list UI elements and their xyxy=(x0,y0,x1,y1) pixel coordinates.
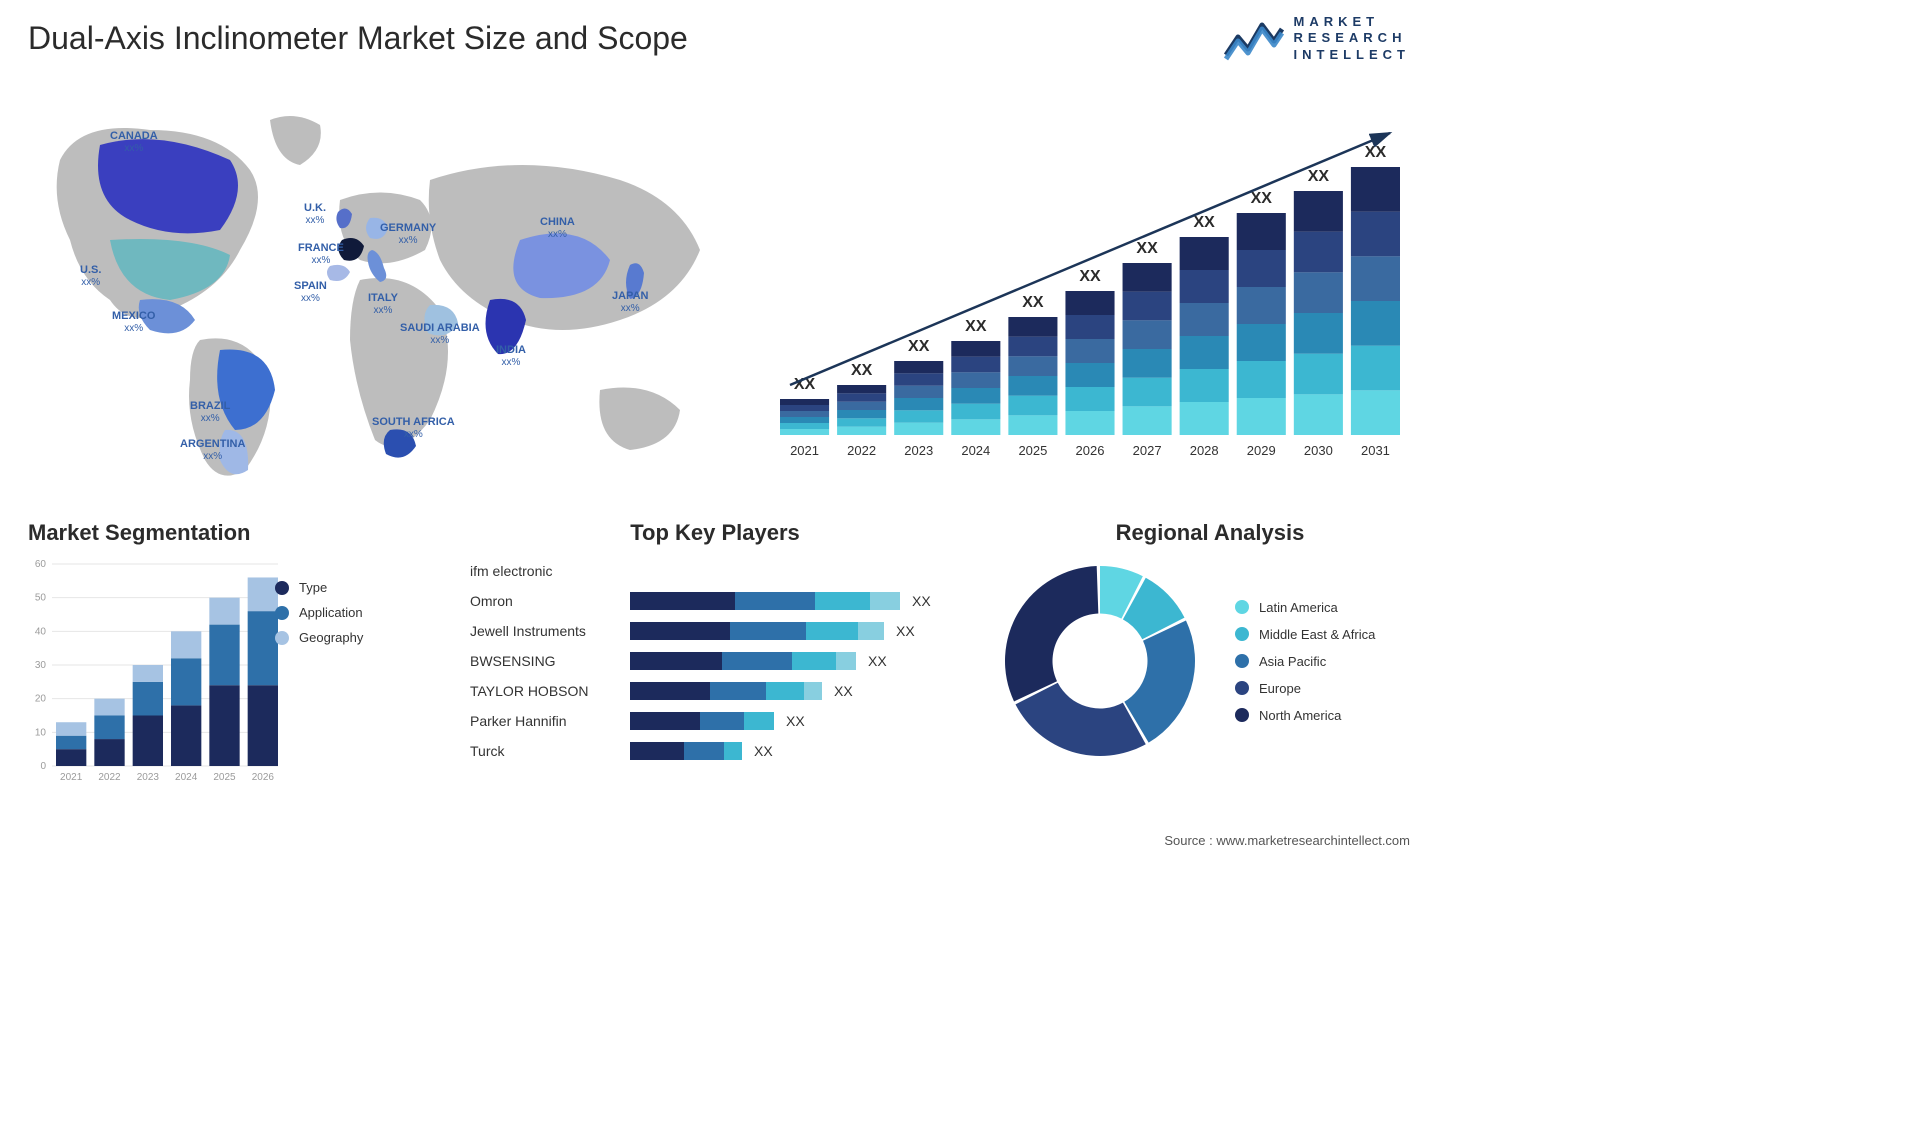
logo-mark-icon xyxy=(1224,15,1284,61)
svg-text:2024: 2024 xyxy=(961,443,990,458)
logo-text-1: MARKET xyxy=(1294,14,1411,30)
svg-text:XX: XX xyxy=(1308,168,1330,185)
svg-text:2025: 2025 xyxy=(213,772,236,783)
legend-item: Geography xyxy=(275,630,363,645)
svg-text:XX: XX xyxy=(1194,214,1216,231)
player-row: Turck XX xyxy=(470,736,960,766)
page-title: Dual-Axis Inclinometer Market Size and S… xyxy=(28,20,688,57)
svg-text:XX: XX xyxy=(965,318,987,335)
svg-text:2031: 2031 xyxy=(1361,443,1390,458)
brand-logo: MARKET RESEARCH INTELLECT xyxy=(1224,14,1411,63)
svg-text:50: 50 xyxy=(35,593,47,604)
player-name: BWSENSING xyxy=(470,653,630,669)
player-name: Jewell Instruments xyxy=(470,623,630,639)
svg-text:XX: XX xyxy=(1251,190,1273,207)
world-map-svg xyxy=(20,90,740,490)
svg-text:2022: 2022 xyxy=(847,443,876,458)
legend-item: Europe xyxy=(1235,681,1375,696)
svg-text:2029: 2029 xyxy=(1247,443,1276,458)
player-name: TAYLOR HOBSON xyxy=(470,683,630,699)
player-value: XX xyxy=(754,743,773,759)
svg-text:2022: 2022 xyxy=(98,772,121,783)
player-bar xyxy=(630,622,884,640)
player-bar xyxy=(630,592,900,610)
svg-text:2023: 2023 xyxy=(137,772,160,783)
player-value: XX xyxy=(868,653,887,669)
logo-text-2: RESEARCH xyxy=(1294,30,1411,46)
segmentation-section: Market Segmentation 0 10 20 30 40 50 60 2021 202… xyxy=(28,520,428,786)
svg-text:2028: 2028 xyxy=(1190,443,1219,458)
player-row: ifm electronic xyxy=(470,556,960,586)
market-size-chart: XX 2021 XX 2022 XX 2023 XX 2024 XX 2025 XX 2026 XX 20… xyxy=(780,105,1400,465)
svg-text:60: 60 xyxy=(35,559,47,570)
svg-text:0: 0 xyxy=(40,761,46,772)
player-row: Jewell Instruments XX xyxy=(470,616,960,646)
player-value: XX xyxy=(834,683,853,699)
source-credit: Source : www.marketresearchintellect.com xyxy=(1164,833,1410,848)
legend-item: Latin America xyxy=(1235,600,1375,615)
player-row: Parker Hannifin XX xyxy=(470,706,960,736)
svg-text:2025: 2025 xyxy=(1018,443,1047,458)
svg-text:20: 20 xyxy=(35,694,47,705)
player-bar xyxy=(630,712,774,730)
svg-text:2021: 2021 xyxy=(790,443,819,458)
svg-text:XX: XX xyxy=(1022,294,1044,311)
svg-text:2024: 2024 xyxy=(175,772,198,783)
regional-title: Regional Analysis xyxy=(995,520,1425,546)
svg-text:XX: XX xyxy=(1079,268,1101,285)
svg-text:2023: 2023 xyxy=(904,443,933,458)
player-bar xyxy=(630,742,742,760)
player-value: XX xyxy=(896,623,915,639)
player-name: ifm electronic xyxy=(470,563,630,579)
player-name: Parker Hannifin xyxy=(470,713,630,729)
world-map: CANADAxx%U.S.xx%MEXICOxx%BRAZILxx%ARGENT… xyxy=(20,90,740,490)
player-row: BWSENSING XX xyxy=(470,646,960,676)
legend-item: Asia Pacific xyxy=(1235,654,1375,669)
player-name: Turck xyxy=(470,743,630,759)
player-value: XX xyxy=(786,713,805,729)
regional-analysis-section: Regional Analysis Latin America Middle Ea… xyxy=(995,520,1425,766)
regional-legend: Latin America Middle East & Africa Asia Pa… xyxy=(1235,588,1375,735)
legend-item: North America xyxy=(1235,708,1375,723)
svg-text:2027: 2027 xyxy=(1133,443,1162,458)
svg-text:XX: XX xyxy=(908,338,930,355)
player-name: Omron xyxy=(470,593,630,609)
segmentation-legend: Type Application Geography xyxy=(275,570,363,655)
svg-text:30: 30 xyxy=(35,660,47,671)
legend-item: Type xyxy=(275,580,363,595)
svg-text:10: 10 xyxy=(35,727,47,738)
player-bar xyxy=(630,652,856,670)
svg-text:2030: 2030 xyxy=(1304,443,1333,458)
player-row: TAYLOR HOBSON XX xyxy=(470,676,960,706)
key-players-section: Top Key Players ifm electronicOmronXXJew… xyxy=(470,520,960,766)
legend-item: Application xyxy=(275,605,363,620)
key-players-title: Top Key Players xyxy=(470,520,960,546)
svg-text:2026: 2026 xyxy=(252,772,275,783)
player-bar xyxy=(630,682,822,700)
svg-text:XX: XX xyxy=(1136,240,1158,257)
legend-item: Middle East & Africa xyxy=(1235,627,1375,642)
svg-text:XX: XX xyxy=(1365,144,1387,161)
svg-text:2026: 2026 xyxy=(1076,443,1105,458)
logo-text-3: INTELLECT xyxy=(1294,47,1411,63)
regional-donut-chart xyxy=(995,556,1205,766)
segmentation-title: Market Segmentation xyxy=(28,520,428,546)
svg-text:XX: XX xyxy=(851,362,873,379)
player-row: Omron XX xyxy=(470,586,960,616)
svg-text:2021: 2021 xyxy=(60,772,83,783)
svg-text:40: 40 xyxy=(35,626,47,637)
player-value: XX xyxy=(912,593,931,609)
